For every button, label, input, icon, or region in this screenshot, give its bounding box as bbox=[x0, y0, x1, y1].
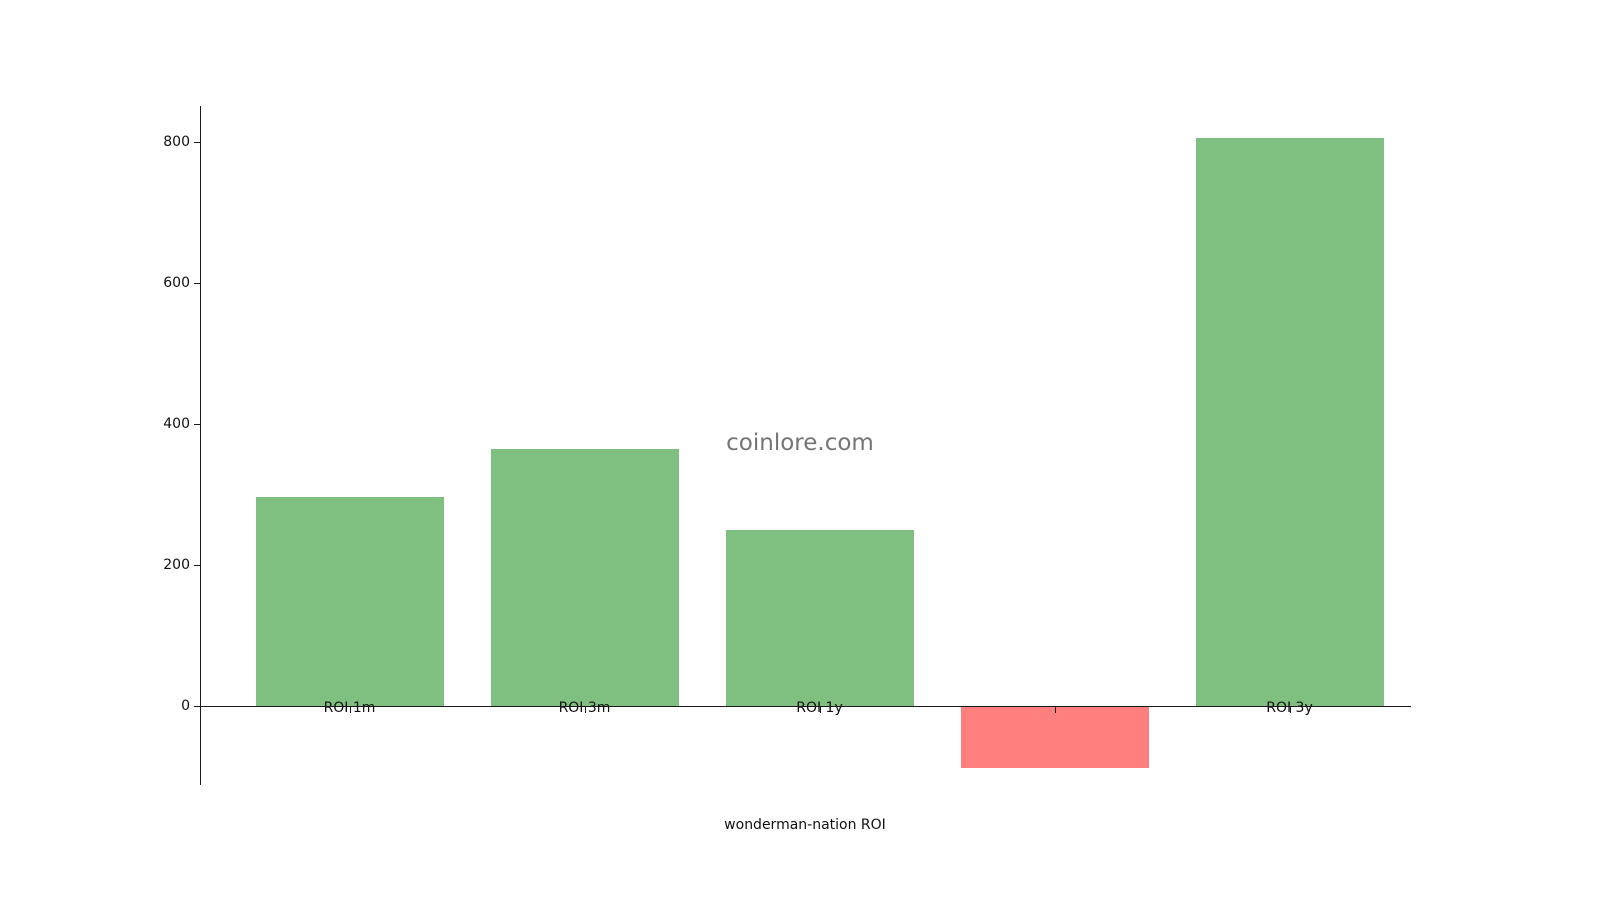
y-tick-mark bbox=[194, 142, 200, 143]
bar-negative-roi bbox=[960, 707, 1149, 769]
y-axis-line bbox=[200, 106, 201, 785]
x-tick-mark bbox=[349, 706, 351, 713]
y-tick-mark bbox=[194, 283, 200, 284]
y-tick-mark bbox=[194, 565, 200, 566]
bar-roi-3y bbox=[1195, 137, 1384, 706]
x-tick-mark bbox=[1289, 706, 1291, 713]
y-tick-label: 800 bbox=[163, 134, 190, 150]
x-axis-line bbox=[200, 706, 1411, 707]
bar-roi-3m bbox=[490, 449, 679, 706]
x-tick-mark bbox=[819, 706, 821, 713]
y-tick-mark bbox=[194, 424, 200, 425]
chart-title: wonderman-nation ROI bbox=[724, 817, 886, 833]
y-tick-mark bbox=[194, 706, 200, 707]
y-tick-label: 0 bbox=[181, 698, 190, 714]
bar-roi-1m bbox=[255, 496, 444, 706]
x-tick-mark bbox=[584, 706, 586, 713]
bar-roi-1y bbox=[725, 530, 914, 706]
y-tick-label: 200 bbox=[163, 557, 190, 573]
watermark-text: coinlore.com bbox=[726, 430, 874, 456]
x-tick-mark bbox=[1054, 706, 1056, 713]
y-tick-label: 400 bbox=[163, 416, 190, 432]
y-tick-label: 600 bbox=[163, 275, 190, 291]
